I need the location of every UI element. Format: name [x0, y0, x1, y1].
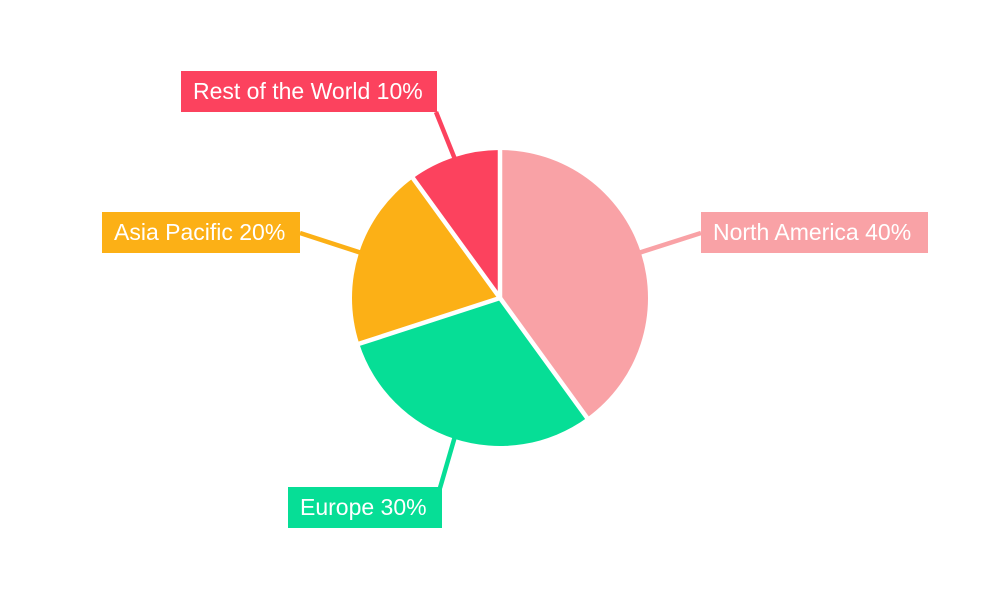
slice-separator — [357, 295, 501, 347]
leader-line-europe — [437, 437, 457, 489]
pie-label-europe: Europe 30% — [288, 487, 442, 528]
leader-line-asia-pacific — [299, 230, 361, 255]
leader-line-north-america — [639, 230, 702, 255]
pie-label-north-america: North America 40% — [701, 212, 928, 253]
pie-slice-europe — [359, 298, 587, 447]
slice-separator — [410, 176, 502, 300]
pie-slice-rest-of-the-world — [413, 150, 500, 298]
pie-slice-north-america — [500, 150, 649, 418]
pie-label-asia-pacific: Asia Pacific 20% — [102, 212, 300, 253]
leader-line-rest-of-the-world — [433, 111, 457, 160]
pie-label-rest-of-world: Rest of the World 10% — [181, 71, 437, 112]
pie-slice-asia-pacific — [352, 178, 500, 344]
slice-separator — [498, 296, 590, 420]
